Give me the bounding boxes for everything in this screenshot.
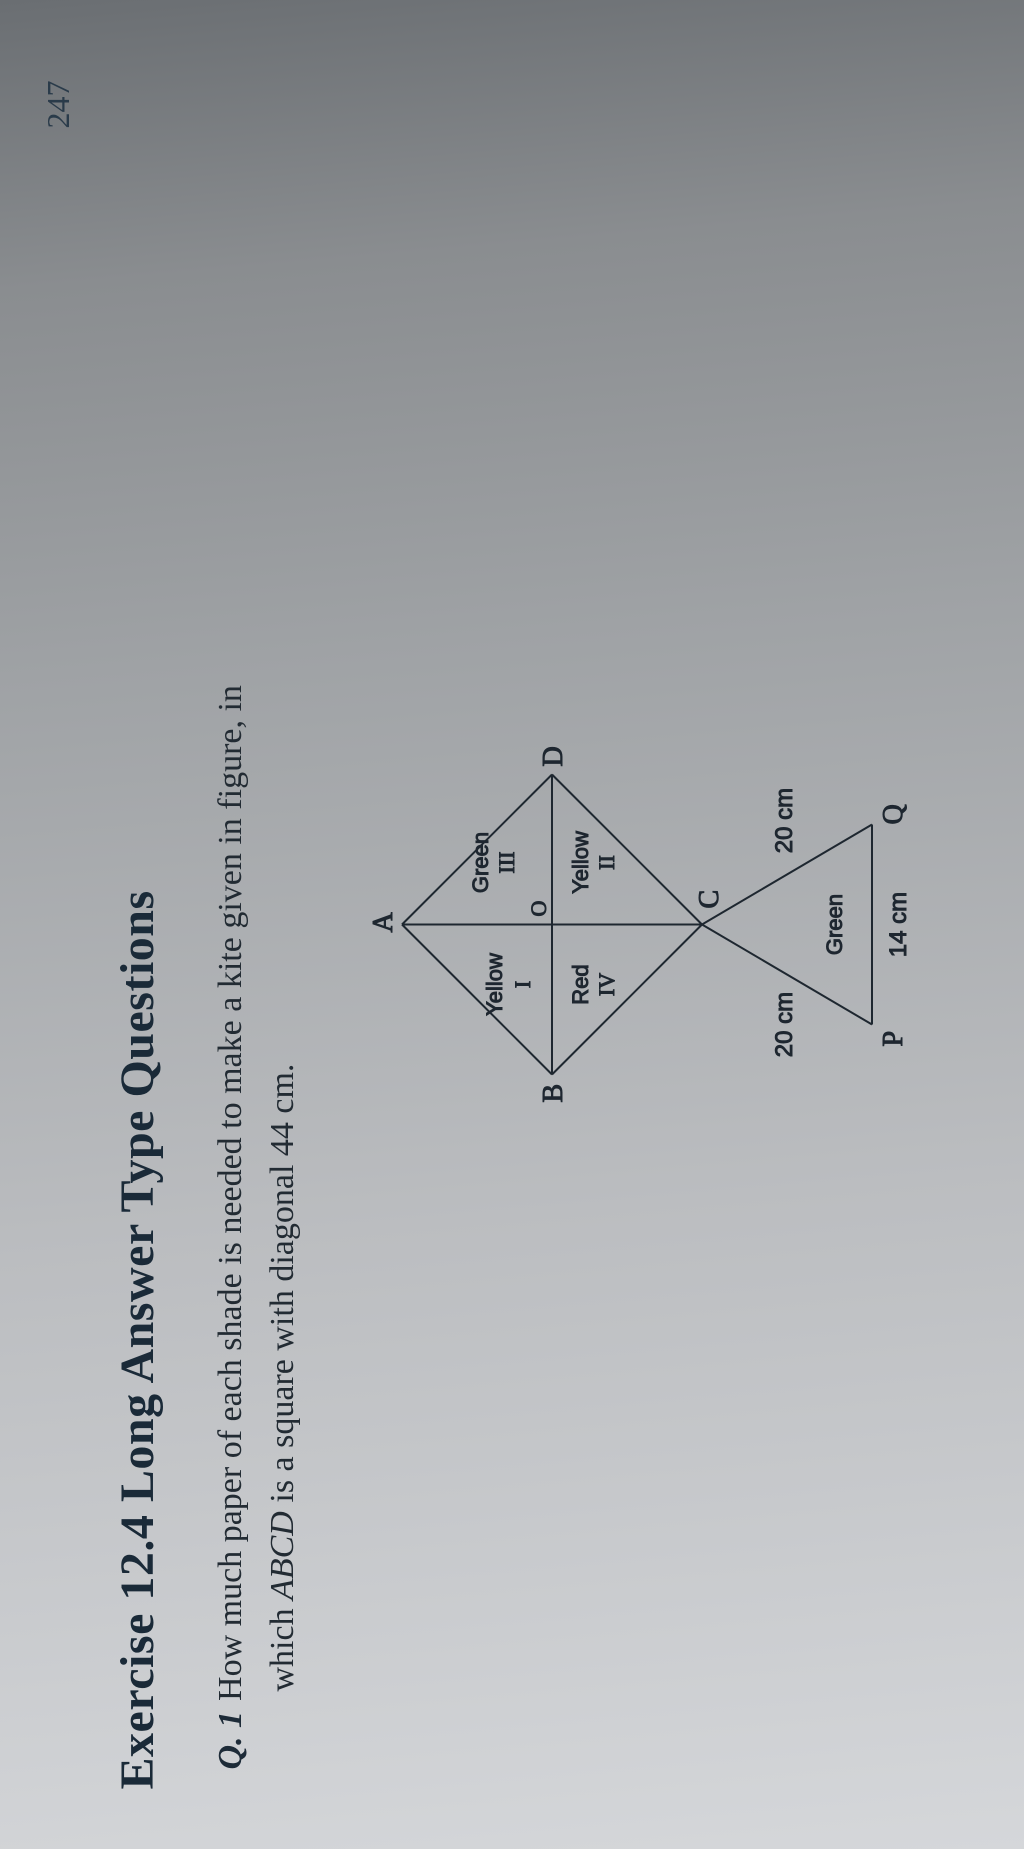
roman-II: II [594,855,619,870]
region-yellow-II: Yellow [568,831,593,894]
vertex-B: B [538,1084,569,1103]
vertex-O: O [526,901,551,917]
vertex-D: D [538,746,569,766]
dim-CP: 20 cm [771,992,798,1057]
question-line1: How much paper of each shade is needed t… [212,685,249,1701]
exercise-heading: Exercise 12.4 Long Answer Type Questions [110,60,165,1789]
region-green-III: Green [468,832,493,893]
vertex-P: P [878,1031,909,1047]
question-label: Q. 1 [212,1710,249,1769]
page-content: 247 Exercise 12.4 Long Answer Type Quest… [0,0,1024,1849]
vertex-C: C [694,890,725,909]
region-green-tail: Green [822,894,847,955]
q-line2-italic: ABCD [264,1511,301,1600]
question-line2: which ABCD is a square with diagonal 44 … [264,60,302,1691]
kite-figure: A B D C O P Q Yellow I Green III Yellow … [362,665,942,1185]
page-number: 247 [40,80,77,128]
edge-AB [402,925,552,1075]
roman-III: III [494,852,519,874]
region-yellow-I: Yellow [482,953,507,1016]
q-line2-post: is a square with diagonal 44 cm. [264,1063,301,1511]
region-red-IV: Red [568,964,593,1004]
dim-PQ: 14 cm [885,892,912,957]
roman-IV: IV [594,973,619,996]
roman-I: I [510,981,535,988]
figure-container: A B D C O P Q Yellow I Green III Yellow … [362,60,942,1789]
vertex-Q: Q [878,804,909,824]
dim-CQ: 20 cm [771,788,798,853]
vertex-A: A [368,912,399,933]
question-block: Q. 1 How much paper of each shade is nee… [205,60,302,1769]
q-line2-pre: which [264,1599,301,1691]
